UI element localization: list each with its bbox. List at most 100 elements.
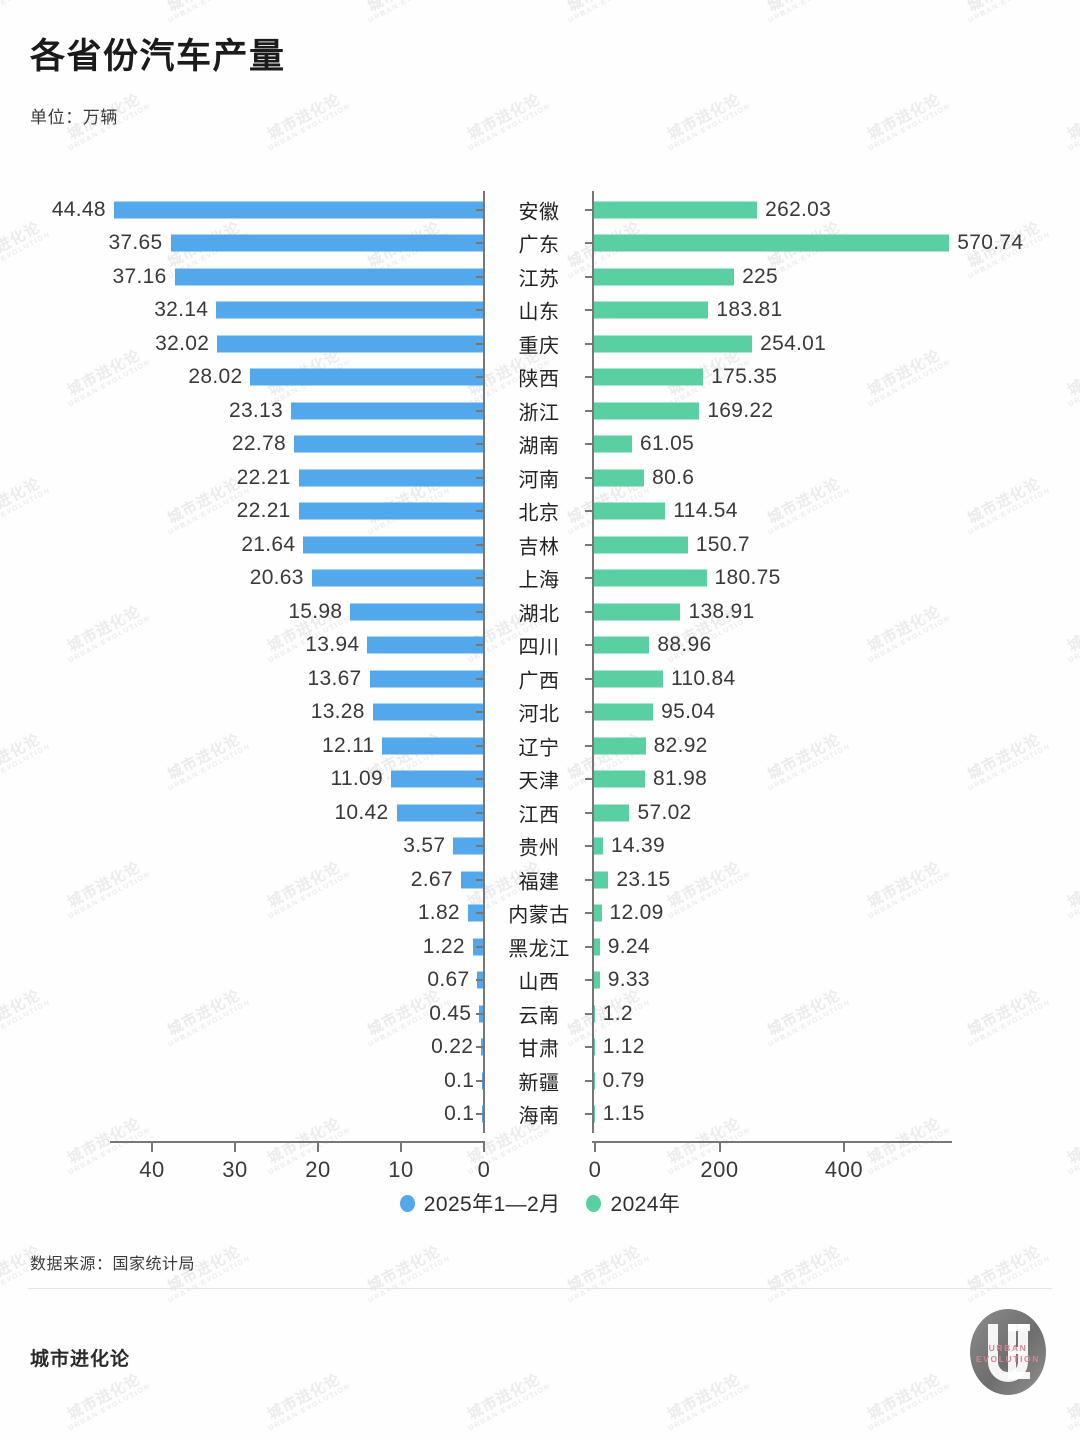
chart-row: 21.64 吉林 150.7 bbox=[0, 528, 1080, 562]
bar-right[interactable] bbox=[594, 502, 666, 520]
bar-left[interactable] bbox=[372, 703, 483, 721]
axis-tick bbox=[585, 1113, 592, 1116]
right-value-label: 114.54 bbox=[673, 499, 738, 523]
chart-row: 1.82 内蒙古 12.09 bbox=[0, 897, 1080, 931]
bar-right[interactable] bbox=[594, 871, 609, 889]
left-value-label: 22.21 bbox=[236, 499, 291, 523]
bar-right[interactable] bbox=[594, 636, 650, 654]
bar-left[interactable] bbox=[174, 268, 483, 286]
category-label: 福建 bbox=[518, 871, 560, 894]
chart-row: 3.57 贵州 14.39 bbox=[0, 830, 1080, 864]
axis-tick bbox=[476, 409, 483, 412]
bar-left[interactable] bbox=[350, 603, 483, 621]
left-axis-spine bbox=[483, 191, 485, 1133]
bar-right[interactable] bbox=[594, 335, 753, 353]
bar-right[interactable] bbox=[594, 536, 688, 554]
axis-tick bbox=[476, 644, 483, 647]
chart-row: 0.67 山西 9.33 bbox=[0, 964, 1080, 998]
bar-right[interactable] bbox=[594, 737, 646, 755]
bar-right[interactable] bbox=[594, 938, 600, 956]
left-value-label: 11.09 bbox=[330, 767, 383, 791]
category-label: 黑龙江 bbox=[508, 938, 570, 961]
bar-left[interactable] bbox=[460, 871, 483, 889]
legend-item[interactable]: 2025年1—2月 bbox=[399, 1188, 561, 1218]
bar-right[interactable] bbox=[594, 368, 704, 386]
bar-left[interactable] bbox=[303, 536, 483, 554]
axis-tick bbox=[585, 309, 592, 312]
bar-left[interactable] bbox=[298, 469, 483, 487]
legend-swatch-icon bbox=[586, 1194, 602, 1212]
chart-row: 37.16 江苏 225 bbox=[0, 260, 1080, 294]
bar-right[interactable] bbox=[594, 770, 646, 788]
category-label: 湖南 bbox=[518, 435, 560, 458]
bar-right[interactable] bbox=[594, 837, 603, 855]
bar-left[interactable] bbox=[369, 670, 483, 688]
axis-tick bbox=[585, 275, 592, 278]
bar-left[interactable] bbox=[293, 435, 483, 453]
bar-right[interactable] bbox=[594, 1105, 595, 1123]
bar-right[interactable] bbox=[594, 201, 758, 219]
category-label: 广西 bbox=[518, 670, 560, 693]
bar-left[interactable] bbox=[250, 368, 483, 386]
bar-left[interactable] bbox=[367, 636, 483, 654]
left-value-label: 13.67 bbox=[307, 666, 362, 690]
axis-tick bbox=[585, 242, 592, 245]
bar-right[interactable] bbox=[594, 1005, 595, 1023]
left-value-label: 44.48 bbox=[51, 197, 106, 221]
category-label: 河南 bbox=[518, 469, 560, 492]
bar-left[interactable] bbox=[390, 770, 483, 788]
left-value-label: 22.21 bbox=[236, 465, 291, 489]
axis-tick bbox=[476, 577, 483, 580]
bar-left[interactable] bbox=[217, 335, 483, 353]
bar-right[interactable] bbox=[594, 703, 654, 721]
bar-right[interactable] bbox=[594, 603, 681, 621]
left-value-label: 22.78 bbox=[231, 432, 286, 456]
right-value-label: 0.79 bbox=[602, 1068, 645, 1092]
left-value-label: 21.64 bbox=[241, 532, 296, 556]
logo-text-bottom: EVOLUTION bbox=[976, 1354, 1040, 1364]
chart-row: 23.13 浙江 169.22 bbox=[0, 394, 1080, 428]
axis-tick bbox=[585, 1012, 592, 1015]
right-value-label: 82.92 bbox=[653, 733, 708, 757]
bar-right[interactable] bbox=[594, 469, 645, 487]
bar-left[interactable] bbox=[453, 837, 483, 855]
bar-right[interactable] bbox=[594, 1038, 595, 1056]
bar-left[interactable] bbox=[382, 737, 483, 755]
left-value-label: 23.13 bbox=[228, 398, 284, 422]
bar-right[interactable] bbox=[594, 234, 950, 252]
axis-tick bbox=[585, 577, 592, 580]
axis-tick bbox=[585, 476, 592, 479]
bar-left[interactable] bbox=[216, 301, 483, 319]
bar-left[interactable] bbox=[170, 234, 483, 252]
bar-left[interactable] bbox=[396, 804, 483, 822]
chart-row: 13.28 河北 95.04 bbox=[0, 696, 1080, 730]
bar-right[interactable] bbox=[594, 804, 630, 822]
axis-tick bbox=[476, 845, 483, 848]
chart-row: 2.67 福建 23.15 bbox=[0, 863, 1080, 897]
bar-right[interactable] bbox=[594, 971, 600, 989]
left-value-label: 13.94 bbox=[305, 633, 360, 657]
bar-right[interactable] bbox=[594, 569, 707, 587]
axis-tick bbox=[585, 778, 592, 781]
bar-left[interactable] bbox=[467, 904, 483, 922]
axis-tick bbox=[476, 912, 483, 915]
bar-right[interactable] bbox=[594, 435, 632, 453]
right-value-label: 88.96 bbox=[657, 633, 712, 657]
bar-right[interactable] bbox=[594, 402, 700, 420]
legend-item[interactable]: 2024年 bbox=[586, 1188, 680, 1218]
chart-row: 28.02 陕西 175.35 bbox=[0, 361, 1080, 395]
bar-right[interactable] bbox=[594, 268, 735, 286]
left-value-label: 28.02 bbox=[188, 365, 243, 389]
category-label: 四川 bbox=[518, 636, 560, 659]
bar-left[interactable] bbox=[113, 201, 483, 219]
bar-left[interactable] bbox=[298, 502, 483, 520]
axis-tick bbox=[585, 543, 592, 546]
chart-row: 0.1 海南 1.15 bbox=[0, 1098, 1080, 1132]
bar-right[interactable] bbox=[594, 670, 663, 688]
axis-tick bbox=[476, 610, 483, 613]
bar-right[interactable] bbox=[594, 301, 709, 319]
bar-right[interactable] bbox=[594, 904, 602, 922]
bar-left[interactable] bbox=[311, 569, 483, 587]
axis-tick bbox=[476, 342, 483, 345]
bar-left[interactable] bbox=[291, 402, 483, 420]
